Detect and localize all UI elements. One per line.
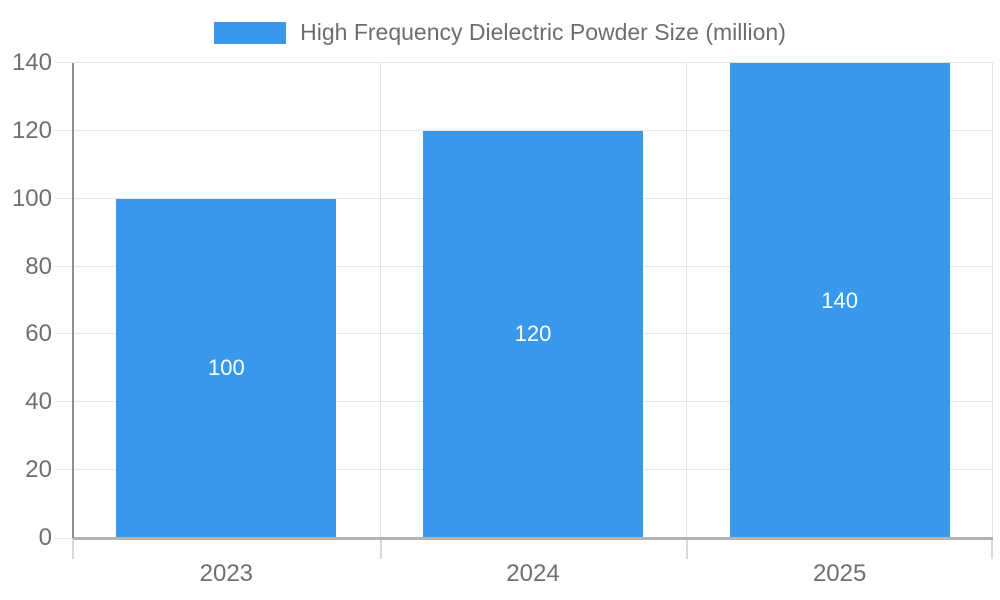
y-axis-tick-label: 20: [25, 456, 52, 484]
y-axis-tick-label: 100: [11, 184, 52, 212]
y-axis-tick-label: 40: [25, 388, 52, 416]
y-axis-tick-label: 0: [38, 524, 52, 551]
chart-legend[interactable]: High Frequency Dielectric Powder Size (m…: [0, 19, 1000, 46]
x-axis-tick: [991, 538, 993, 559]
y-axis-tick-label: 60: [25, 320, 52, 348]
bar-2023[interactable]: 100: [116, 198, 337, 538]
x-axis-tick: [72, 538, 74, 559]
bar-value-label: 100: [207, 355, 245, 381]
gridline-x-boundary: [380, 63, 381, 538]
bar-2025[interactable]: 140: [729, 63, 950, 538]
x-axis-tick: [686, 538, 688, 559]
y-axis-tick-label: 120: [11, 116, 52, 144]
gridline-y-120: [55, 129, 993, 131]
plot-area: 100 120 140: [55, 62, 993, 559]
legend-swatch: [214, 21, 287, 44]
bar-value-label: 120: [514, 321, 552, 347]
gridline-x-boundary: [686, 63, 687, 538]
x-axis-tick: [380, 538, 382, 559]
bar-2024[interactable]: 120: [423, 130, 643, 538]
y-axis-tick-label: 80: [25, 252, 52, 280]
x-axis-line: [73, 537, 993, 540]
y-axis-line: [72, 63, 74, 538]
bar-value-label: 140: [821, 287, 859, 313]
legend-label: High Frequency Dielectric Powder Size (m…: [300, 19, 786, 45]
x-axis-tick-label: 2025: [812, 560, 867, 587]
x-axis-tick-label: 2024: [506, 560, 560, 587]
gridline-x-boundary: [992, 63, 993, 538]
y-axis-tick-label: 140: [11, 49, 52, 76]
gridline-y-140: [55, 62, 993, 63]
x-axis-tick-label: 2023: [199, 560, 254, 587]
